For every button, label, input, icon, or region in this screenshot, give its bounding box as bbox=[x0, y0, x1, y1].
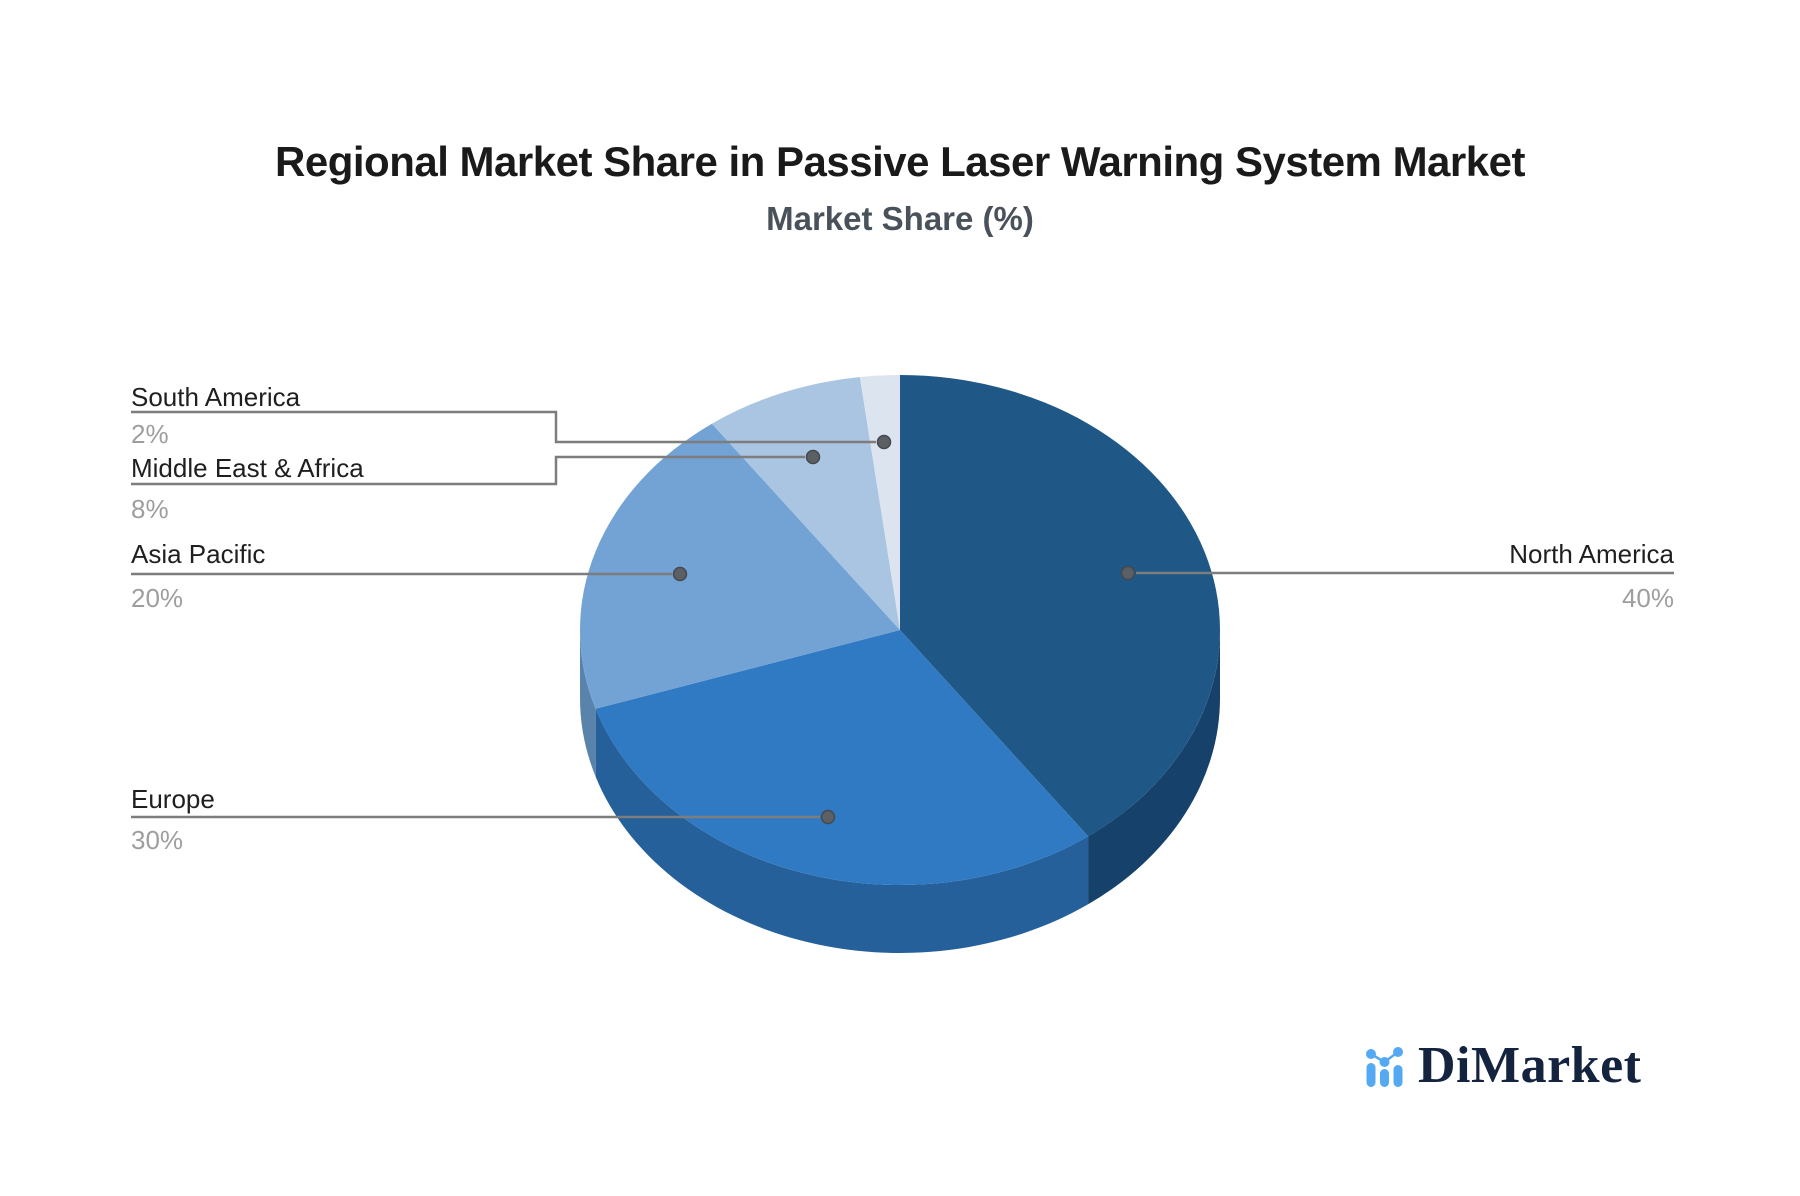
brand-logo-text: DiMarket bbox=[1418, 1037, 1642, 1094]
chart-subtitle: Market Share (%) bbox=[766, 200, 1034, 237]
chart-title: Regional Market Share in Passive Laser W… bbox=[275, 138, 1525, 185]
leader-dot-north-america bbox=[1120, 565, 1136, 581]
slice-pct-europe: 30% bbox=[131, 825, 184, 855]
slice-pct-asia-pacific: 20% bbox=[131, 583, 184, 613]
brand-logo: DiMarket bbox=[1362, 1036, 1662, 1100]
slice-label-north-america: North America bbox=[1509, 539, 1674, 569]
leader-line-middle-east-africa bbox=[131, 455, 805, 486]
leader-dot-asia-pacific bbox=[672, 566, 688, 582]
pie-slice-side-asia-pacific bbox=[580, 630, 596, 777]
slice-pct-middle-east-africa: 8% bbox=[131, 494, 169, 524]
slice-label-south-america: South America bbox=[131, 382, 301, 412]
pie-slice-asia-pacific[interactable] bbox=[579, 423, 900, 709]
slice-label-europe: Europe bbox=[131, 784, 215, 814]
pie-slice-side-europe bbox=[595, 708, 1089, 954]
leader-dot-europe bbox=[820, 809, 836, 825]
slice-pct-north-america: 40% bbox=[1621, 583, 1674, 613]
slice-pct-south-america: 2% bbox=[131, 419, 169, 449]
pie-slice-middle-east-africa[interactable] bbox=[711, 377, 900, 630]
leader-line-south-america bbox=[131, 410, 876, 444]
bar-chart-trend-icon bbox=[1366, 1047, 1403, 1087]
pie-slice-north-america[interactable] bbox=[900, 375, 1220, 837]
pie-slice-side-north-america bbox=[1088, 630, 1220, 905]
slice-label-asia-pacific: Asia Pacific bbox=[131, 539, 266, 569]
leader-dot-middle-east-africa bbox=[805, 449, 821, 465]
slice-label-middle-east-africa: Middle East & Africa bbox=[131, 453, 364, 483]
pie-slice-europe[interactable] bbox=[595, 630, 1089, 886]
leader-dot-south-america bbox=[876, 434, 892, 450]
